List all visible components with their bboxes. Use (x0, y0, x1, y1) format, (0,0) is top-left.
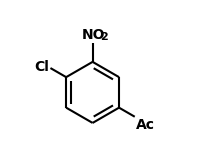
Text: Ac: Ac (135, 117, 154, 132)
Text: Cl: Cl (34, 60, 49, 74)
Text: NO: NO (81, 28, 105, 42)
Text: 2: 2 (100, 32, 107, 42)
